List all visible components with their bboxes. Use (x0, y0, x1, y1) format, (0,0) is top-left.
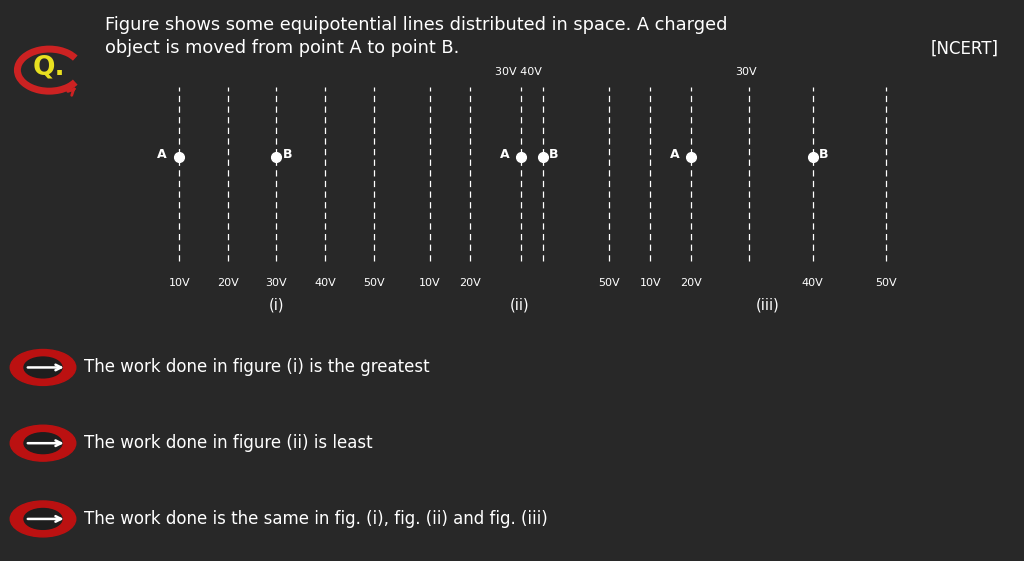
Text: Figure shows some equipotential lines distributed in space. A charged: Figure shows some equipotential lines di… (105, 16, 728, 34)
Text: 30V: 30V (265, 278, 288, 288)
Text: object is moved from point A to point B.: object is moved from point A to point B. (105, 39, 460, 57)
Text: (iii): (iii) (756, 297, 780, 312)
Text: 50V: 50V (362, 278, 385, 288)
Text: 40V: 40V (802, 278, 823, 288)
Text: (i): (i) (268, 297, 285, 312)
Text: The work done in figure (i) is the greatest: The work done in figure (i) is the great… (84, 358, 430, 376)
Text: Q.: Q. (33, 55, 66, 81)
Circle shape (10, 501, 76, 537)
Text: 30V: 30V (735, 67, 757, 77)
Circle shape (24, 357, 62, 378)
Text: A: A (670, 148, 679, 161)
Circle shape (24, 433, 62, 454)
Text: 20V: 20V (459, 278, 480, 288)
Text: 30V 40V: 30V 40V (495, 67, 542, 77)
Circle shape (10, 425, 76, 461)
Text: B: B (549, 148, 559, 161)
Text: 10V: 10V (419, 278, 441, 288)
Text: B: B (283, 148, 292, 161)
Text: A: A (500, 148, 509, 161)
Text: 20V: 20V (217, 278, 239, 288)
Text: 20V: 20V (681, 278, 702, 288)
Text: The work done is the same in fig. (i), fig. (ii) and fig. (iii): The work done is the same in fig. (i), f… (84, 510, 548, 528)
Circle shape (10, 350, 76, 385)
Text: [NCERT]: [NCERT] (931, 39, 998, 57)
Text: (ii): (ii) (510, 297, 529, 312)
Text: 50V: 50V (874, 278, 897, 288)
Text: B: B (819, 148, 828, 161)
Text: 40V: 40V (314, 278, 336, 288)
Circle shape (24, 508, 62, 530)
Text: 10V: 10V (639, 278, 662, 288)
Text: 50V: 50V (598, 278, 621, 288)
Text: 10V: 10V (168, 278, 190, 288)
Text: The work done in figure (ii) is least: The work done in figure (ii) is least (84, 434, 373, 452)
Text: A: A (158, 148, 167, 161)
